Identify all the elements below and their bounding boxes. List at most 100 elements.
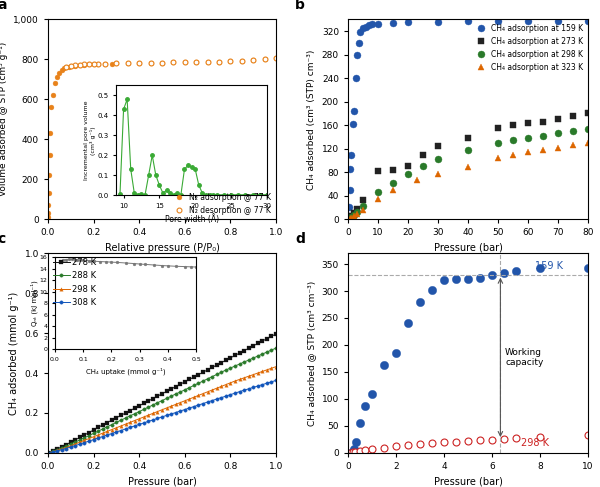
CH₄ adsorption at 298 K [464, 147, 472, 153]
N₂ adsorption @ 77 K [204, 59, 211, 65]
298 K [195, 393, 202, 398]
CH₄ adsorption at 298 K [434, 156, 442, 162]
278 K [113, 415, 120, 421]
CH₄ adsorption at 323 K [413, 177, 421, 183]
Text: 298 K: 298 K [521, 438, 549, 449]
CH₄ adsorption at 298 K [404, 171, 412, 177]
N₂ adsorption @ 77 K [90, 61, 97, 67]
308 K [118, 428, 125, 433]
CH₄ adsorption at 298 K [509, 137, 517, 143]
X-axis label: Relative pressure (P/P₀): Relative pressure (P/P₀) [104, 243, 220, 253]
N₂ desorption @ 77 K [261, 56, 268, 62]
308 K [268, 379, 275, 385]
N₂ desorption @ 77 K [90, 61, 97, 67]
CH₄ adsorption at 273 K [434, 143, 442, 149]
Y-axis label: Volume adsorbed @ STP (cm³ g⁻¹): Volume adsorbed @ STP (cm³ g⁻¹) [0, 42, 8, 196]
N₂ desorption @ 77 K [113, 60, 120, 66]
Line: 288 K: 288 K [46, 346, 278, 455]
N₂ adsorption @ 77 K [51, 80, 58, 86]
CH₄ adsorption at 298 K [347, 214, 355, 220]
N₂ adsorption @ 77 K [147, 60, 154, 66]
N₂ adsorption @ 77 K [238, 58, 245, 64]
CH₄ adsorption at 273 K [350, 210, 358, 216]
CH₄ adsorption at 273 K [494, 125, 502, 131]
CH₄ adsorption at 298 K [346, 216, 353, 222]
N₂ desorption @ 77 K [170, 59, 177, 65]
N₂ desorption @ 77 K [124, 60, 131, 66]
Line: CH₄ adsorption at 273 K: CH₄ adsorption at 273 K [346, 110, 592, 222]
N₂ adsorption @ 77 K [113, 60, 120, 66]
CH₄ adsorption at 159 K [355, 40, 362, 46]
N₂ desorption @ 77 K [204, 59, 211, 65]
CH₄ adsorption at 323 K [347, 215, 355, 221]
CH₄ adsorption at 159 K [365, 22, 373, 28]
N₂ adsorption @ 77 K [108, 61, 115, 67]
CH₄ adsorption at 323 K [509, 151, 517, 157]
N₂ adsorption @ 77 K [45, 190, 52, 196]
CH₄ adsorption at 273 K [374, 168, 382, 174]
N₂ desorption @ 77 K [67, 63, 74, 69]
CH₄ adsorption at 159 K [389, 20, 397, 26]
CH₄ adsorption at 273 K [584, 111, 592, 116]
N₂ adsorption @ 77 K [46, 172, 53, 178]
N₂ desorption @ 77 K [250, 57, 257, 63]
N₂ desorption @ 77 K [72, 62, 79, 68]
278 K [268, 334, 275, 339]
Line: 298 K: 298 K [46, 365, 278, 455]
N₂ desorption @ 77 K [215, 59, 223, 65]
N₂ desorption @ 77 K [85, 61, 92, 67]
CH₄ adsorption at 298 K [539, 133, 547, 139]
N₂ adsorption @ 77 K [46, 152, 53, 158]
298 K [209, 387, 216, 393]
CH₄ adsorption at 273 K [404, 163, 412, 169]
CH₄ adsorption at 273 K [419, 151, 427, 157]
Text: Working
capacity: Working capacity [505, 348, 544, 367]
CH₄ adsorption at 298 K [584, 126, 592, 132]
308 K [209, 398, 216, 404]
Line: CH₄ adsorption at 159 K: CH₄ adsorption at 159 K [345, 18, 592, 220]
298 K [268, 365, 275, 371]
CH₄ adsorption at 273 K [509, 122, 517, 128]
CH₄ adsorption at 159 K [345, 213, 352, 219]
288 K [44, 450, 52, 456]
CH₄ adsorption at 159 K [347, 166, 354, 172]
CH₄ adsorption at 273 K [359, 197, 367, 203]
CH₄ adsorption at 159 K [584, 19, 592, 24]
CH₄ adsorption at 298 K [359, 203, 367, 209]
298 K [272, 364, 280, 370]
N₂ adsorption @ 77 K [56, 71, 63, 76]
N₂ adsorption @ 77 K [48, 104, 55, 110]
CH₄ adsorption at 159 K [494, 19, 502, 24]
N₂ desorption @ 77 K [238, 58, 245, 64]
N₂ desorption @ 77 K [193, 59, 200, 65]
CH₄ adsorption at 159 K [464, 19, 472, 24]
N₂ desorption @ 77 K [181, 59, 188, 65]
N₂ adsorption @ 77 K [62, 64, 70, 70]
N₂ adsorption @ 77 K [81, 62, 88, 68]
CH₄ adsorption at 159 K [352, 75, 359, 81]
Line: CH₄ adsorption at 323 K: CH₄ adsorption at 323 K [346, 140, 592, 222]
CH₄ adsorption at 273 K [347, 213, 355, 219]
298 K [95, 432, 102, 438]
N₂ adsorption @ 77 K [101, 61, 109, 67]
Text: d: d [295, 232, 305, 246]
308 K [95, 435, 102, 441]
278 K [272, 331, 280, 337]
CH₄ adsorption at 323 K [350, 213, 358, 219]
N₂ adsorption @ 77 K [58, 68, 65, 74]
298 K [44, 450, 52, 456]
N₂ desorption @ 77 K [147, 60, 154, 66]
N₂ adsorption @ 77 K [85, 61, 92, 67]
CH₄ adsorption at 323 K [539, 147, 547, 153]
Y-axis label: CH₄ adsorbed (mmol g⁻¹): CH₄ adsorbed (mmol g⁻¹) [9, 291, 19, 415]
298 K [118, 423, 125, 429]
CH₄ adsorption at 323 K [494, 155, 502, 161]
CH₄ adsorption at 273 K [539, 119, 547, 125]
N₂ adsorption @ 77 K [45, 202, 52, 208]
N₂ adsorption @ 77 K [76, 62, 83, 68]
CH₄ adsorption at 323 K [389, 187, 397, 193]
Text: 159 K: 159 K [535, 262, 563, 271]
CH₄ adsorption at 298 K [389, 180, 397, 186]
CH₄ adsorption at 273 K [389, 168, 397, 173]
Y-axis label: CH₄ adsorbed (cm³ (STP) cm⁻³): CH₄ adsorbed (cm³ (STP) cm⁻³) [307, 49, 316, 189]
